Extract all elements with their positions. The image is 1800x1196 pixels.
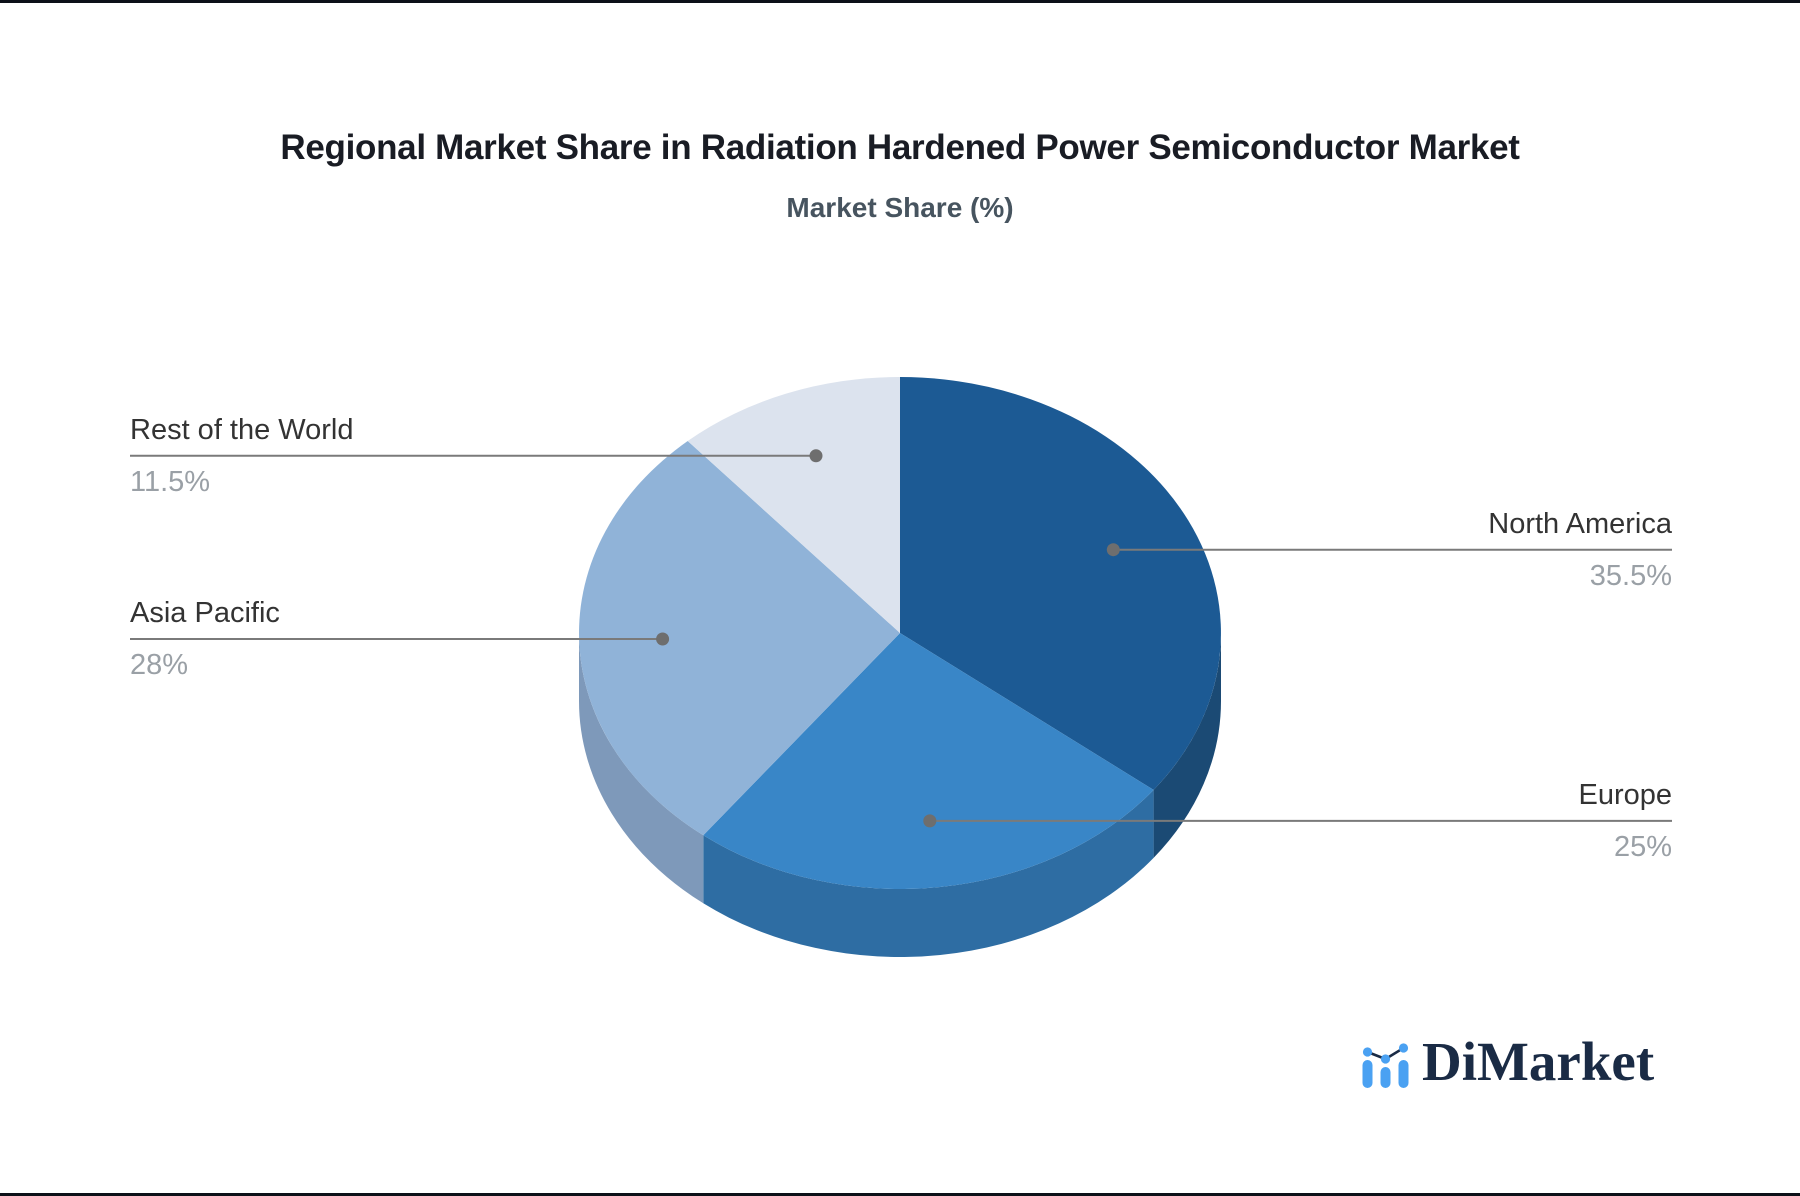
pie-slice-europe[interactable] — [703, 633, 1154, 889]
pie-slice-side-north-america[interactable] — [1153, 633, 1221, 858]
pie-slice-north-america[interactable] — [900, 377, 1221, 790]
slice-value-north-america: 35.5% — [1589, 560, 1672, 592]
pie-slice-side-asia-pacific[interactable] — [579, 633, 704, 904]
logo-text: DiMarket — [1422, 1031, 1655, 1092]
pie-slice-rest-of-the-world[interactable] — [687, 377, 900, 633]
slice-label-asia-pacific: Asia Pacific — [130, 597, 280, 629]
logo-dot — [1398, 1043, 1409, 1053]
logo-dot — [1362, 1047, 1373, 1057]
pie-slice-side-europe[interactable] — [703, 789, 1154, 957]
logo-dot — [1380, 1054, 1391, 1064]
slice-value-rest-of-the-world: 11.5% — [130, 466, 211, 498]
leader-dot-rest-of-the-world — [809, 449, 823, 463]
page-top-border — [0, 0, 1800, 3]
slice-label-rest-of-the-world: Rest of the World — [130, 414, 354, 446]
slice-label-north-america: North America — [1488, 508, 1672, 540]
slice-value-europe: 25% — [1613, 831, 1672, 863]
leader-dot-europe — [923, 814, 937, 828]
bar-chart-trend-icon — [1362, 1043, 1409, 1088]
logo-bar — [1362, 1060, 1373, 1088]
logo-bar — [1380, 1067, 1391, 1088]
slice-value-asia-pacific: 28% — [130, 649, 189, 681]
chart-subtitle: Market Share (%) — [786, 192, 1014, 223]
dimarket-logo: DiMarket — [1362, 1031, 1655, 1092]
leader-dot-asia-pacific — [656, 632, 670, 646]
leader-dot-north-america — [1106, 543, 1120, 557]
pie-slice-asia-pacific[interactable] — [579, 441, 900, 836]
page-bottom-border — [0, 1193, 1800, 1196]
chart-title: Regional Market Share in Radiation Harde… — [280, 128, 1520, 167]
slice-label-europe: Europe — [1578, 779, 1672, 811]
logo-bar — [1398, 1060, 1409, 1088]
